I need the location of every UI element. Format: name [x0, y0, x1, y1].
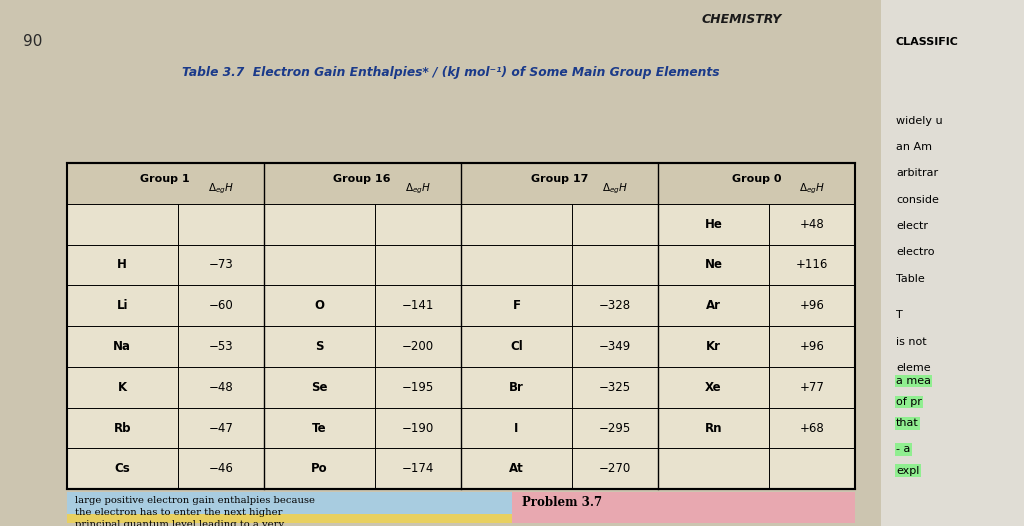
Text: arbitrar: arbitrar [896, 168, 938, 178]
Text: K: K [118, 381, 127, 394]
Bar [67, 514, 512, 523]
Text: Br: Br [509, 381, 524, 394]
Text: +48: +48 [800, 218, 824, 231]
Text: −190: −190 [401, 421, 434, 434]
Text: +77: +77 [800, 381, 824, 394]
Text: $\Delta_{eg}H$: $\Delta_{eg}H$ [602, 182, 628, 196]
Text: −328: −328 [599, 299, 631, 312]
Text: electro: electro [896, 247, 935, 257]
Text: −200: −200 [401, 340, 434, 353]
Text: eleme: eleme [896, 363, 931, 373]
Text: +96: +96 [800, 340, 824, 353]
Text: −53: −53 [209, 340, 233, 353]
Text: widely u: widely u [896, 116, 943, 126]
Text: Cl: Cl [510, 340, 523, 353]
Bar [67, 163, 855, 489]
Text: is not: is not [896, 337, 927, 347]
Bar [67, 163, 855, 204]
Text: T: T [896, 310, 903, 320]
Bar [881, 0, 1024, 526]
Text: conside: conside [896, 195, 939, 205]
Text: Table: Table [896, 274, 925, 284]
Text: Group 16: Group 16 [334, 174, 391, 184]
Text: Ne: Ne [705, 258, 723, 271]
Text: $\Delta_{eg}H$: $\Delta_{eg}H$ [404, 182, 431, 196]
Text: - a: - a [896, 444, 910, 454]
Text: −48: −48 [208, 381, 233, 394]
Text: Ar: Ar [706, 299, 721, 312]
Text: F: F [512, 299, 520, 312]
Bar [67, 492, 512, 523]
Text: O: O [314, 299, 325, 312]
Text: large positive electron gain enthalpies because
the electron has to enter the ne: large positive electron gain enthalpies … [75, 496, 314, 526]
Text: Se: Se [311, 381, 328, 394]
Text: −73: −73 [208, 258, 233, 271]
Text: a mea: a mea [896, 376, 931, 386]
Text: +68: +68 [800, 421, 824, 434]
Text: an Am: an Am [896, 142, 932, 152]
Text: −270: −270 [599, 462, 631, 476]
Text: Table 3.7  Electron Gain Enthalpies* / (kJ mol⁻¹) of Some Main Group Elements: Table 3.7 Electron Gain Enthalpies* / (k… [182, 66, 719, 79]
Text: electr: electr [896, 221, 928, 231]
Text: CHEMISTRY: CHEMISTRY [701, 13, 781, 26]
Text: expl: expl [896, 466, 920, 476]
Text: that: that [896, 418, 919, 428]
Text: Xe: Xe [706, 381, 722, 394]
Text: −46: −46 [208, 462, 233, 476]
Text: +116: +116 [796, 258, 828, 271]
Text: −295: −295 [599, 421, 631, 434]
Text: Cs: Cs [115, 462, 130, 476]
Text: −195: −195 [401, 381, 434, 394]
Text: −349: −349 [599, 340, 631, 353]
Text: I: I [514, 421, 518, 434]
Text: 90: 90 [23, 34, 42, 49]
Text: Rb: Rb [114, 421, 131, 434]
Text: −47: −47 [208, 421, 233, 434]
Text: Kr: Kr [706, 340, 721, 353]
Text: Group 0: Group 0 [732, 174, 781, 184]
Text: CLASSIFIC: CLASSIFIC [896, 37, 958, 47]
Text: Group 17: Group 17 [530, 174, 588, 184]
Text: Rn: Rn [705, 421, 722, 434]
Text: −141: −141 [401, 299, 434, 312]
Text: Te: Te [312, 421, 327, 434]
Text: of pr: of pr [896, 397, 922, 407]
Text: −325: −325 [599, 381, 631, 394]
Text: $\Delta_{eg}H$: $\Delta_{eg}H$ [799, 182, 825, 196]
Text: H: H [117, 258, 127, 271]
Bar [512, 492, 855, 523]
Text: $\Delta_{eg}H$: $\Delta_{eg}H$ [208, 182, 233, 196]
Text: −174: −174 [401, 462, 434, 476]
Text: −60: −60 [208, 299, 233, 312]
Text: Po: Po [311, 462, 328, 476]
Text: At: At [509, 462, 523, 476]
Text: Group 1: Group 1 [140, 174, 189, 184]
Text: He: He [705, 218, 723, 231]
Text: Problem 3.7: Problem 3.7 [522, 496, 602, 509]
Text: Li: Li [117, 299, 128, 312]
Bar [67, 163, 855, 489]
Text: S: S [315, 340, 324, 353]
Text: +96: +96 [800, 299, 824, 312]
Text: Na: Na [114, 340, 131, 353]
